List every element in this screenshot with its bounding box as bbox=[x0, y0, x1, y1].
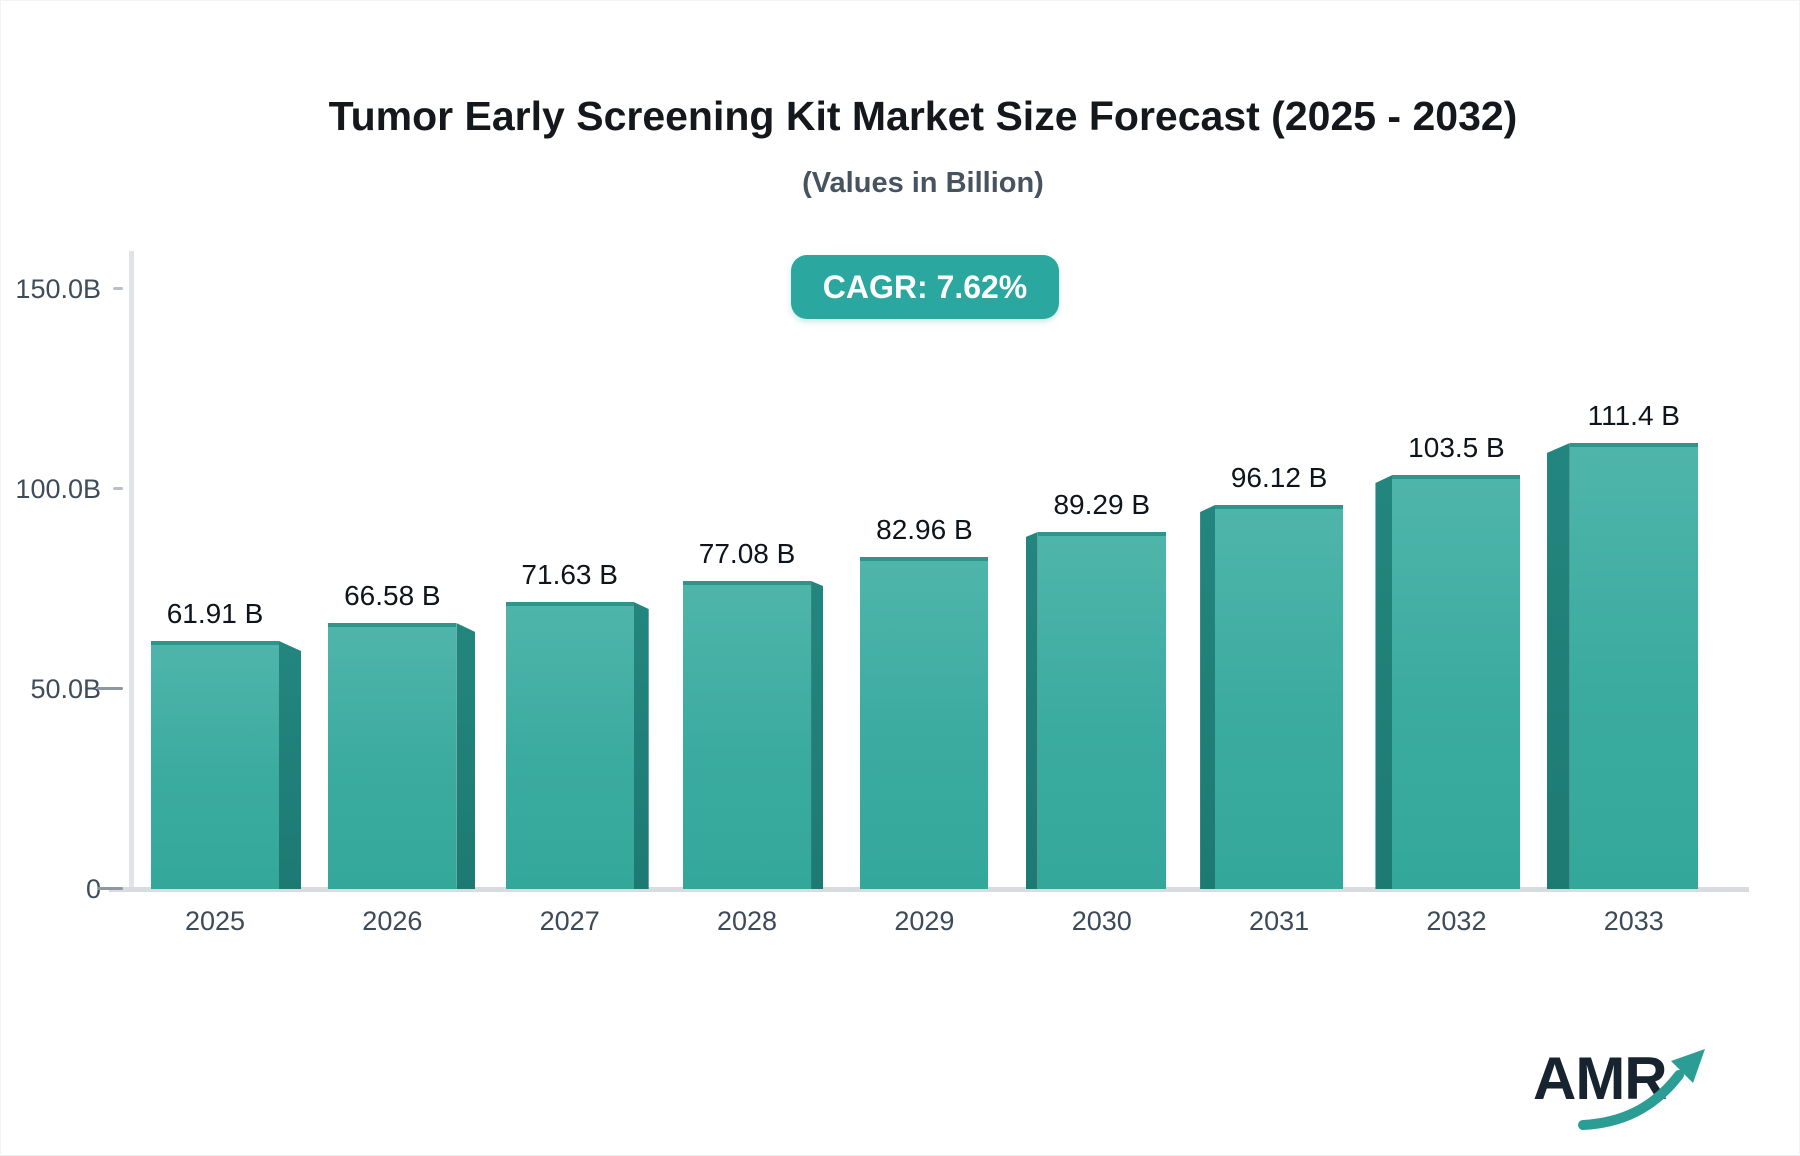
bar-side-face-2032 bbox=[1375, 475, 1393, 889]
bar-side-face-2028 bbox=[811, 581, 824, 889]
x-axis-label-2027: 2027 bbox=[539, 906, 600, 936]
bar-front-face-2028 bbox=[683, 581, 812, 889]
y-tick-label: 50.0B bbox=[30, 674, 101, 704]
bar-value-label: 71.63 B bbox=[521, 559, 618, 590]
cagr-badge: CAGR: 7.62% bbox=[791, 255, 1059, 319]
bar-front-face-2033 bbox=[1569, 443, 1698, 889]
bar-front-face-2026 bbox=[328, 623, 457, 889]
x-axis-label-2032: 2032 bbox=[1426, 906, 1487, 936]
bar-side-face-2030 bbox=[1025, 532, 1038, 889]
x-axis-label-2031: 2031 bbox=[1249, 906, 1310, 936]
bar-value-label: 96.12 B bbox=[1230, 462, 1328, 493]
x-axis-label-2033: 2033 bbox=[1603, 906, 1664, 936]
bar-value-label: 82.96 B bbox=[876, 514, 973, 545]
bar-value-label: 103.5 B bbox=[1408, 432, 1505, 463]
y-axis-line bbox=[129, 251, 134, 889]
chart-subtitle: (Values in Billion) bbox=[802, 167, 1044, 199]
bar-value-label: 111.4 B bbox=[1587, 400, 1680, 431]
logo-arrow-icon bbox=[1578, 1049, 1705, 1130]
bar-front-face-2027 bbox=[505, 602, 634, 889]
amr-logo: AMR bbox=[1533, 1045, 1705, 1130]
x-axis-label-2025: 2025 bbox=[184, 906, 246, 936]
bar-side-face-2031 bbox=[1200, 505, 1216, 889]
bar-side-face-2025 bbox=[279, 641, 301, 889]
bar-front-face-2029 bbox=[860, 557, 989, 889]
bar-side-face-2027 bbox=[633, 602, 649, 889]
x-axis-label-2029: 2029 bbox=[894, 906, 955, 936]
x-axis-label-2026: 2026 bbox=[362, 906, 423, 936]
bar-side-face-2026 bbox=[456, 623, 476, 889]
bar-front-face-2031 bbox=[1215, 505, 1344, 889]
bar-value-label: 66.58 B bbox=[344, 580, 441, 611]
bar-value-label: 89.29 B bbox=[1053, 489, 1151, 520]
y-tick-mark bbox=[97, 687, 123, 690]
chart-title: Tumor Early Screening Kit Market Size Fo… bbox=[328, 93, 1518, 139]
x-axis-label-2030: 2030 bbox=[1071, 906, 1132, 936]
bar-front-face-2025 bbox=[151, 641, 279, 889]
bar-value-label: 77.08 B bbox=[698, 538, 796, 569]
bar-front-face-2030 bbox=[1037, 532, 1166, 889]
bar-front-face-2032 bbox=[1392, 475, 1521, 889]
bar-value-label: 61.91 B bbox=[166, 598, 264, 629]
x-axis-baseline bbox=[109, 887, 1749, 892]
y-tick-mark bbox=[113, 487, 123, 490]
y-tick-label: 100.0B bbox=[15, 474, 101, 504]
y-tick-label: 150.0B bbox=[15, 274, 101, 304]
x-axis-label-2028: 2028 bbox=[717, 906, 778, 936]
y-tick-mark bbox=[97, 887, 123, 890]
bar-side-face-2033 bbox=[1546, 443, 1570, 889]
y-tick-mark bbox=[113, 287, 123, 290]
y-tick-label: 0 bbox=[85, 874, 101, 904]
